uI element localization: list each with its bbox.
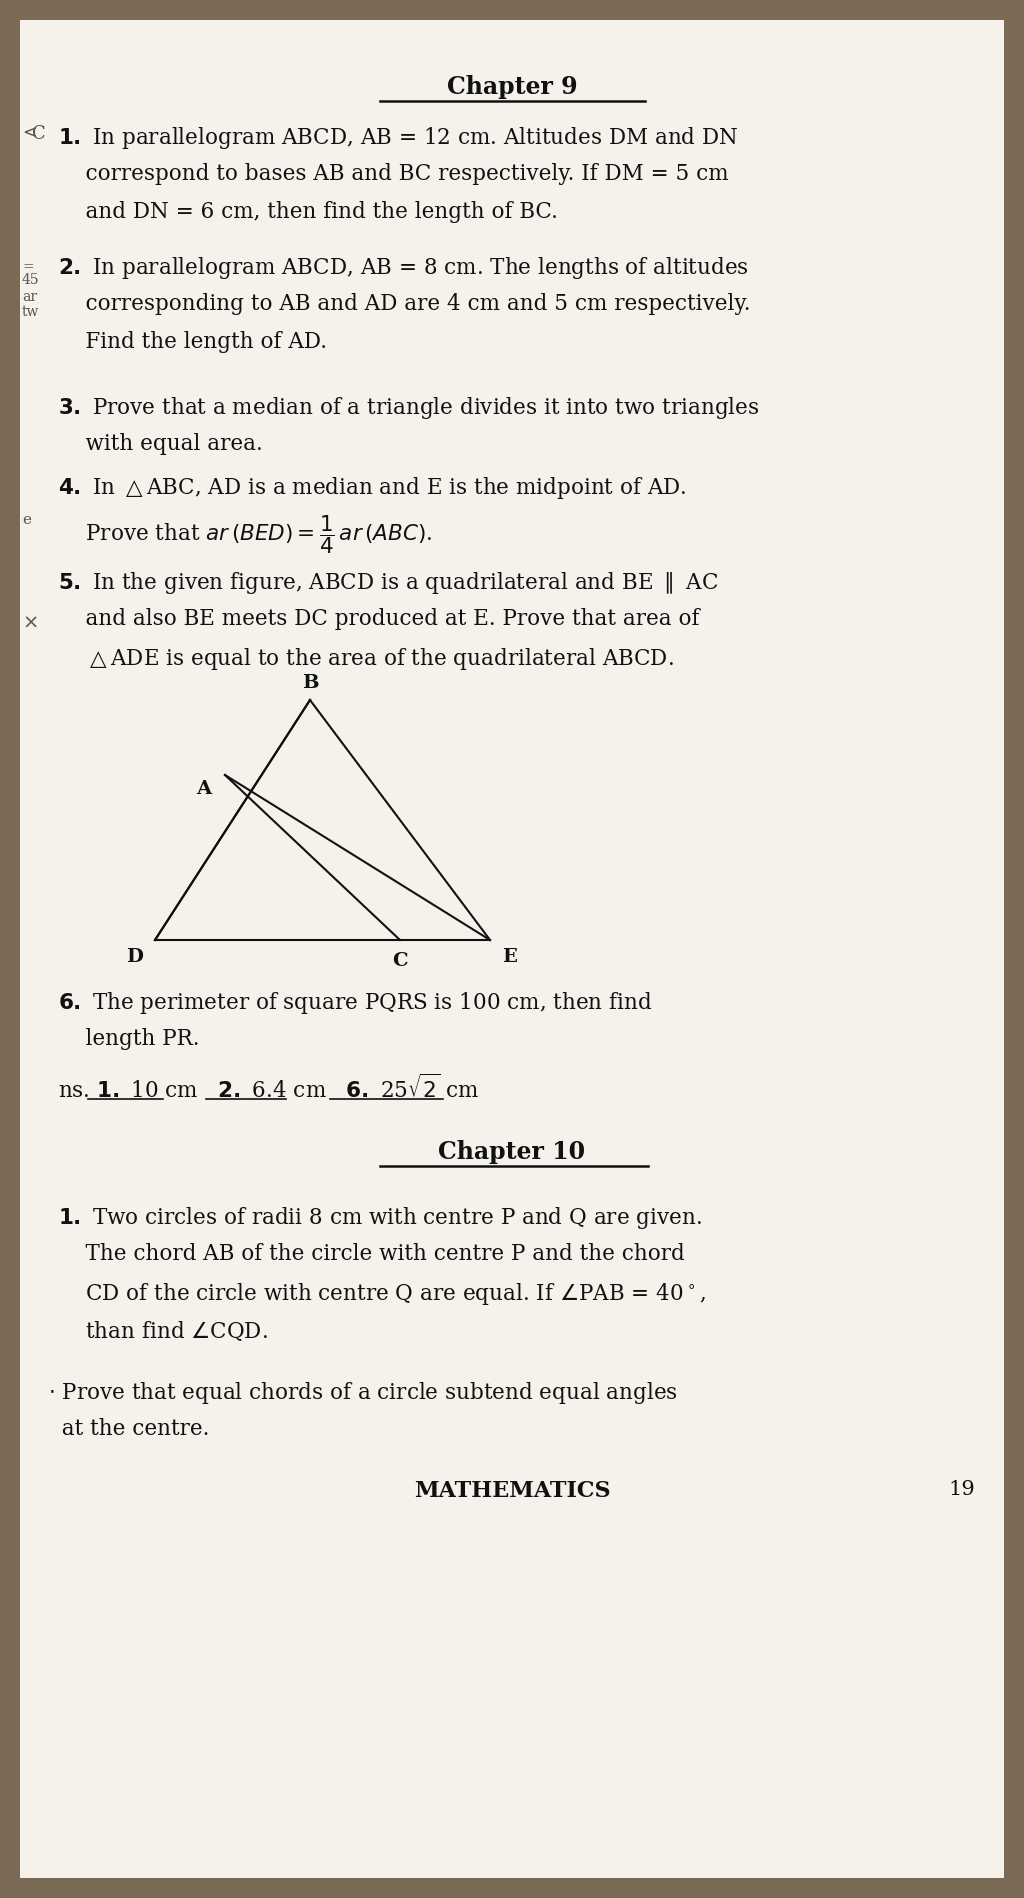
Text: B: B [302,674,318,693]
Text: $\mathbf{6.}$ The perimeter of square PQRS is 100 cm, then find: $\mathbf{6.}$ The perimeter of square PQ… [58,991,652,1015]
Text: at the centre.: at the centre. [48,1418,209,1441]
Text: $\mathbf{1.}$ In parallelogram ABCD, AB = 12 cm. Altitudes DM and DN: $\mathbf{1.}$ In parallelogram ABCD, AB … [58,125,738,152]
Text: Chapter 10: Chapter 10 [438,1141,586,1163]
Text: than find $\angle$CQD.: than find $\angle$CQD. [58,1319,268,1344]
Text: D: D [126,947,143,966]
Text: CD of the circle with centre Q are equal. If $\angle$PAB = 40$^\circ$,: CD of the circle with centre Q are equal… [58,1281,706,1308]
Text: A: A [196,780,211,797]
Text: C: C [392,953,408,970]
Text: $\triangle$ADE is equal to the area of the quadrilateral ABCD.: $\triangle$ADE is equal to the area of t… [58,645,674,672]
Text: =: = [22,260,34,273]
Text: <: < [22,125,37,142]
Text: e: e [22,512,31,528]
Bar [0,1750,1024,1898]
Text: Find the length of AD.: Find the length of AD. [58,330,327,353]
Text: ar: ar [22,290,37,304]
Text: The chord AB of the circle with centre P and the chord: The chord AB of the circle with centre P… [58,1243,685,1264]
Text: $\mathbf{4.}$ In $\triangle$ABC, AD is a median and E is the midpoint of AD.: $\mathbf{4.}$ In $\triangle$ABC, AD is a… [58,474,687,501]
Text: Chapter 9: Chapter 9 [446,76,578,99]
Text: with equal area.: with equal area. [58,433,263,456]
Text: tw: tw [22,306,39,319]
Text: correspond to bases AB and BC respectively. If DM = 5 cm: correspond to bases AB and BC respective… [58,163,729,184]
Text: $\times$: $\times$ [22,613,38,632]
Text: $\mathbf{2.}$ In parallelogram ABCD, AB = 8 cm. The lengths of altitudes: $\mathbf{2.}$ In parallelogram ABCD, AB … [58,254,749,281]
Text: length PR.: length PR. [58,1029,200,1050]
Text: and also BE meets DC produced at E. Prove that area of: and also BE meets DC produced at E. Prov… [58,607,699,630]
Text: corresponding to AB and AD are 4 cm and 5 cm respectively.: corresponding to AB and AD are 4 cm and … [58,292,751,315]
Text: 19: 19 [948,1480,975,1499]
Text: 45: 45 [22,273,40,287]
Text: Prove that $ar\,(BED) = \dfrac{1}{4}\,ar\,(ABC)$.: Prove that $ar\,(BED) = \dfrac{1}{4}\,ar… [58,512,432,556]
Text: C: C [32,125,46,142]
Text: ns. $\mathbf{1.}$ 10 cm   $\mathbf{2.}$ 6.4 cm   $\mathbf{6.}$ 25$\sqrt{2}$ cm: ns. $\mathbf{1.}$ 10 cm $\mathbf{2.}$ 6.… [58,1074,479,1103]
Text: $\mathbf{1.}$ Two circles of radii 8 cm with centre P and Q are given.: $\mathbf{1.}$ Two circles of radii 8 cm … [58,1205,701,1232]
Text: $\mathbf{5.}$ In the given figure, ABCD is a quadrilateral and BE $\parallel$ AC: $\mathbf{5.}$ In the given figure, ABCD … [58,569,719,596]
Text: $\mathbf{3.}$ Prove that a median of a triangle divides it into two triangles: $\mathbf{3.}$ Prove that a median of a t… [58,395,760,421]
Bar [0,0,1024,180]
Text: and DN = 6 cm, then find the length of BC.: and DN = 6 cm, then find the length of B… [58,201,558,222]
Text: $\cdot$ Prove that equal chords of a circle subtend equal angles: $\cdot$ Prove that equal chords of a cir… [48,1380,678,1406]
Text: MATHEMATICS: MATHEMATICS [414,1480,610,1501]
Text: E: E [502,947,517,966]
